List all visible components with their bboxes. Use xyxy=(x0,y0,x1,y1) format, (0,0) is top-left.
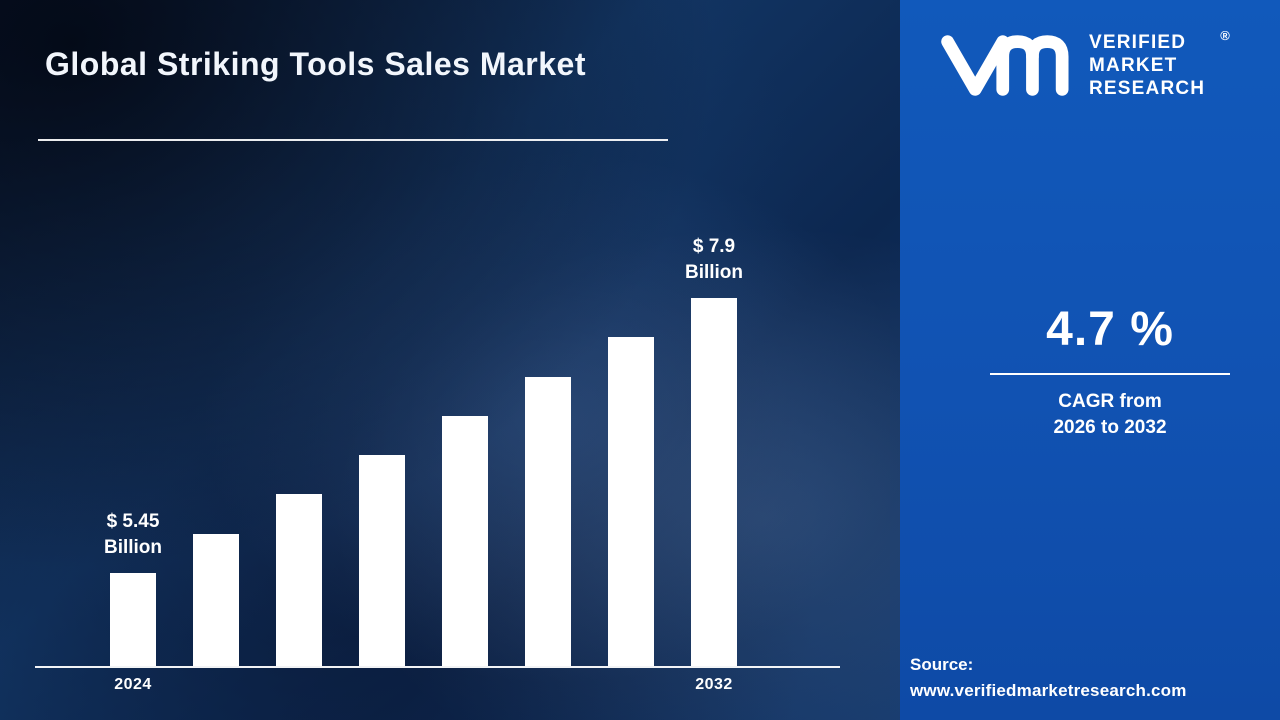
x-tick-label: 2032 xyxy=(695,676,733,693)
brand-logo: VERIFIED MARKET RESEARCH ® xyxy=(938,28,1266,100)
bar-value-label: $ 7.9 Billion xyxy=(684,236,744,283)
bar-chart: 2024 2032 $ 5.45 Billion $ 7.9 Billion xyxy=(35,236,840,693)
source-url[interactable]: www.verifiedmarketresearch.com xyxy=(910,681,1187,700)
bar xyxy=(525,376,571,666)
x-tick-label: 2024 xyxy=(114,676,152,693)
info-panel: VERIFIED MARKET RESEARCH ® 4.7 % CAGR fr… xyxy=(900,0,1280,720)
stat-divider xyxy=(990,373,1230,375)
source-label: Source: xyxy=(910,655,974,674)
source-block: Source: www.verifiedmarketresearch.com xyxy=(910,652,1187,704)
vmr-monogram-icon xyxy=(941,35,1069,96)
title-underline xyxy=(38,139,668,141)
chart-section-background: Global Striking Tools Sales Market 2024 2… xyxy=(0,0,900,720)
brand-name-line: RESEARCH xyxy=(1089,77,1206,99)
x-axis-line xyxy=(35,666,840,668)
bar xyxy=(608,337,654,666)
brand-name-line: VERIFIED xyxy=(1089,31,1187,53)
bar xyxy=(110,573,156,666)
page-title: Global Striking Tools Sales Market xyxy=(45,46,586,82)
cagr-caption-line2: 2026 to 2032 xyxy=(1053,417,1167,438)
bar xyxy=(276,494,322,666)
cagr-value: 4.7 % xyxy=(1046,303,1174,356)
bar xyxy=(691,298,737,666)
bar-value-label: $ 5.45 Billion xyxy=(103,511,163,558)
registered-mark: ® xyxy=(1220,28,1230,43)
brand-name-line: MARKET xyxy=(1089,54,1178,76)
bar xyxy=(442,415,488,666)
bar xyxy=(359,455,405,666)
brand-name: VERIFIED MARKET RESEARCH xyxy=(1089,31,1205,100)
stat-block: 4.7 % CAGR from 2026 to 2032 xyxy=(940,302,1280,441)
cagr-caption-line1: CAGR from xyxy=(1058,391,1162,412)
bar xyxy=(193,533,239,666)
